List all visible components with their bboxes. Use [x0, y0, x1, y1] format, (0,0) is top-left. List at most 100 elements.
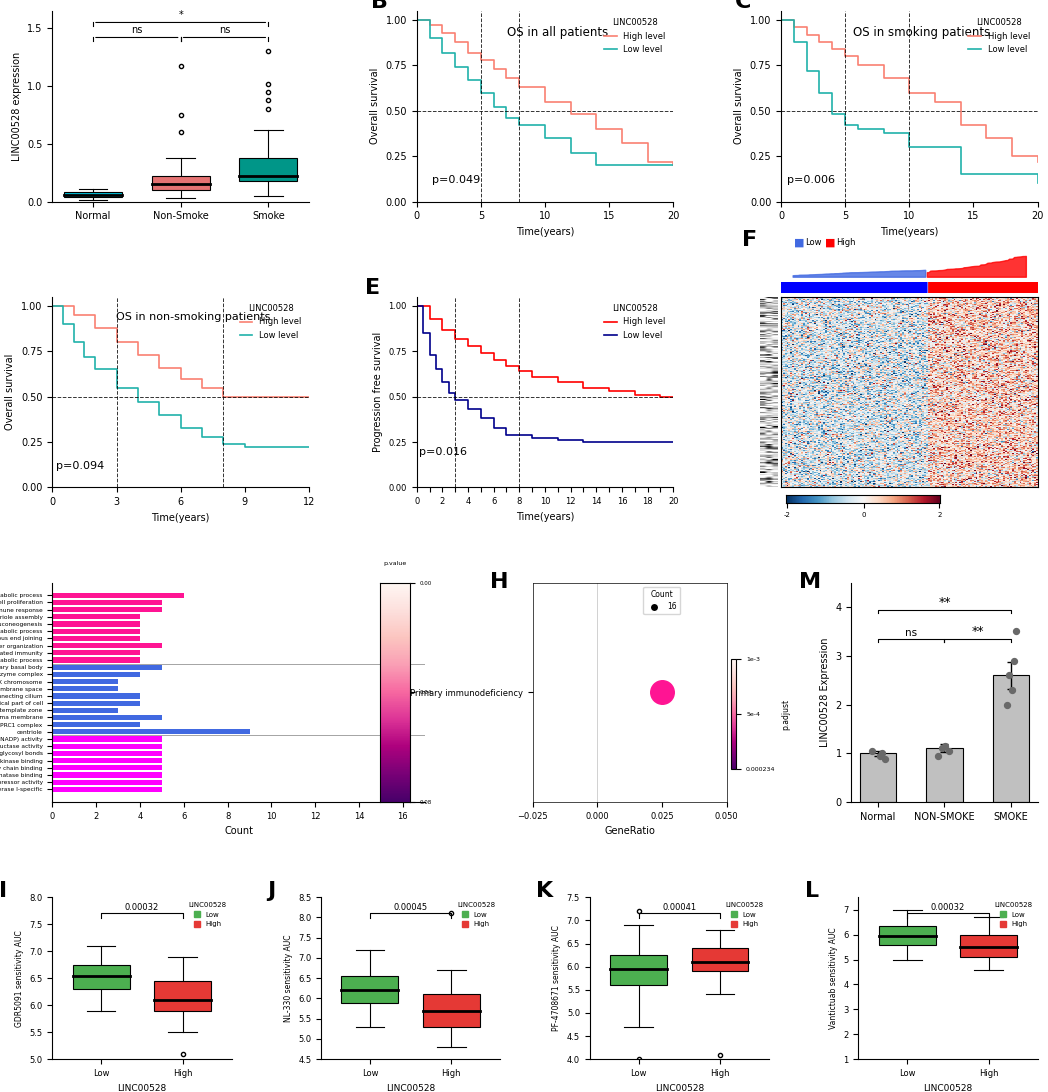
Bar: [52, 615, 140, 619]
Bar: [52, 621, 140, 627]
Point: [937, 737, 954, 755]
Bar: [52, 744, 162, 749]
Text: F: F: [742, 230, 758, 250]
Text: ns: ns: [131, 25, 143, 35]
Text: H: H: [489, 572, 508, 592]
Legend: High level, Low level: High level, Low level: [237, 301, 305, 343]
Bar: [52, 751, 162, 756]
Bar: [52, 736, 162, 741]
Text: MF: MF: [381, 760, 393, 769]
Point: [1003, 681, 1020, 699]
Text: OS in all patients: OS in all patients: [507, 26, 609, 39]
Bar: [239, 157, 298, 181]
Y-axis label: Overall survival: Overall survival: [370, 68, 379, 144]
X-axis label: Time(years): Time(years): [516, 512, 574, 522]
Bar: [422, 995, 480, 1026]
Text: *: *: [178, 10, 183, 20]
Text: I: I: [0, 881, 6, 901]
Legend: Low, High: Low, High: [456, 901, 497, 928]
Bar: [960, 935, 1018, 957]
Point: [999, 696, 1016, 713]
Bar: [52, 786, 162, 792]
Text: OS in non-smoking patients: OS in non-smoking patients: [116, 312, 270, 322]
Legend: High level, Low level: High level, Low level: [965, 15, 1033, 57]
X-axis label: Time(years): Time(years): [880, 227, 938, 237]
Legend: Low, High: Low, High: [724, 901, 765, 928]
Bar: [52, 657, 140, 663]
Bar: [52, 715, 162, 720]
Text: BP: BP: [381, 624, 392, 632]
Point: [654, 684, 671, 701]
Bar: [52, 765, 162, 770]
Point: [1008, 622, 1025, 640]
Text: OS in smoking patients: OS in smoking patients: [853, 26, 990, 39]
Text: K: K: [536, 881, 553, 901]
Text: **: **: [938, 595, 951, 608]
Point: [874, 745, 891, 762]
X-axis label: Time(years): Time(years): [516, 227, 574, 237]
Text: 0.00032: 0.00032: [931, 903, 965, 912]
Point: [941, 743, 958, 760]
X-axis label: LINC00528: LINC00528: [655, 1083, 704, 1092]
Bar: [52, 665, 162, 669]
Point: [864, 743, 880, 760]
Text: M: M: [800, 572, 822, 592]
Y-axis label: p.adjust: p.adjust: [781, 699, 790, 729]
Bar: [154, 981, 211, 1010]
Text: J: J: [267, 881, 276, 901]
Bar: [52, 643, 162, 649]
X-axis label: Count: Count: [224, 827, 254, 836]
Bar: [64, 192, 122, 197]
Point: [934, 739, 951, 757]
Y-axis label: Vantictuab sensitivity AUC: Vantictuab sensitivity AUC: [829, 927, 837, 1029]
Bar: [52, 650, 140, 655]
Text: B: B: [371, 0, 388, 12]
Text: p=0.094: p=0.094: [56, 461, 104, 472]
Bar: [52, 629, 140, 633]
Bar: [859, 753, 896, 802]
Bar: [52, 593, 183, 598]
Bar: [52, 758, 162, 763]
Y-axis label: LINC00528 Expression: LINC00528 Expression: [820, 638, 830, 747]
Text: 0.00032: 0.00032: [125, 903, 159, 912]
X-axis label: GeneRatio: GeneRatio: [605, 827, 655, 836]
Bar: [52, 600, 162, 605]
X-axis label: Time(years): Time(years): [152, 513, 210, 523]
Text: ns: ns: [905, 628, 917, 638]
Bar: [52, 780, 162, 785]
Bar: [342, 976, 398, 1002]
Y-axis label: NL-330 sensitivity AUC: NL-330 sensitivity AUC: [284, 935, 292, 1022]
Text: p=0.049: p=0.049: [432, 176, 480, 186]
Bar: [610, 956, 668, 985]
Bar: [52, 701, 140, 705]
Point: [930, 747, 946, 764]
X-axis label: LINC00528: LINC00528: [117, 1083, 167, 1092]
Legend: Low, High: Low, High: [994, 901, 1034, 928]
X-axis label: LINC00528: LINC00528: [386, 1083, 435, 1092]
Bar: [879, 926, 936, 945]
Bar: [52, 708, 118, 713]
Text: E: E: [366, 277, 380, 298]
Text: p=0.006: p=0.006: [787, 176, 835, 186]
Point: [876, 750, 893, 768]
Bar: [52, 686, 118, 691]
Text: 0.00045: 0.00045: [394, 903, 428, 912]
Y-axis label: Overall survival: Overall survival: [5, 354, 16, 430]
Bar: [52, 672, 140, 677]
Bar: [52, 636, 140, 641]
Bar: [992, 675, 1029, 802]
Point: [872, 747, 889, 764]
Text: **: **: [971, 625, 984, 638]
Text: 0.00041: 0.00041: [662, 903, 696, 912]
Bar: [692, 948, 748, 971]
Bar: [72, 964, 130, 989]
Point: [1006, 652, 1023, 669]
Y-axis label: PF-4708671 sensitivity AUC: PF-4708671 sensitivity AUC: [552, 925, 562, 1031]
Legend: High level, Low level: High level, Low level: [601, 301, 669, 343]
Bar: [926, 748, 963, 802]
Bar: [152, 176, 210, 190]
Point: [1001, 666, 1018, 684]
Text: p=0.016: p=0.016: [419, 447, 467, 456]
Text: ns: ns: [219, 25, 231, 35]
Legend: High level, Low level: High level, Low level: [601, 15, 669, 57]
